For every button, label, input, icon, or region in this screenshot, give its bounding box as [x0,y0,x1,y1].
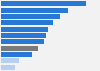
Bar [1,20,53,25]
Bar [1,1,86,6]
Bar [1,58,19,63]
Bar [1,46,38,51]
Bar [1,65,15,70]
Bar [1,39,44,44]
Bar [1,52,32,57]
Bar [1,8,68,13]
Bar [1,27,48,32]
Bar [1,14,60,19]
Bar [1,33,46,38]
